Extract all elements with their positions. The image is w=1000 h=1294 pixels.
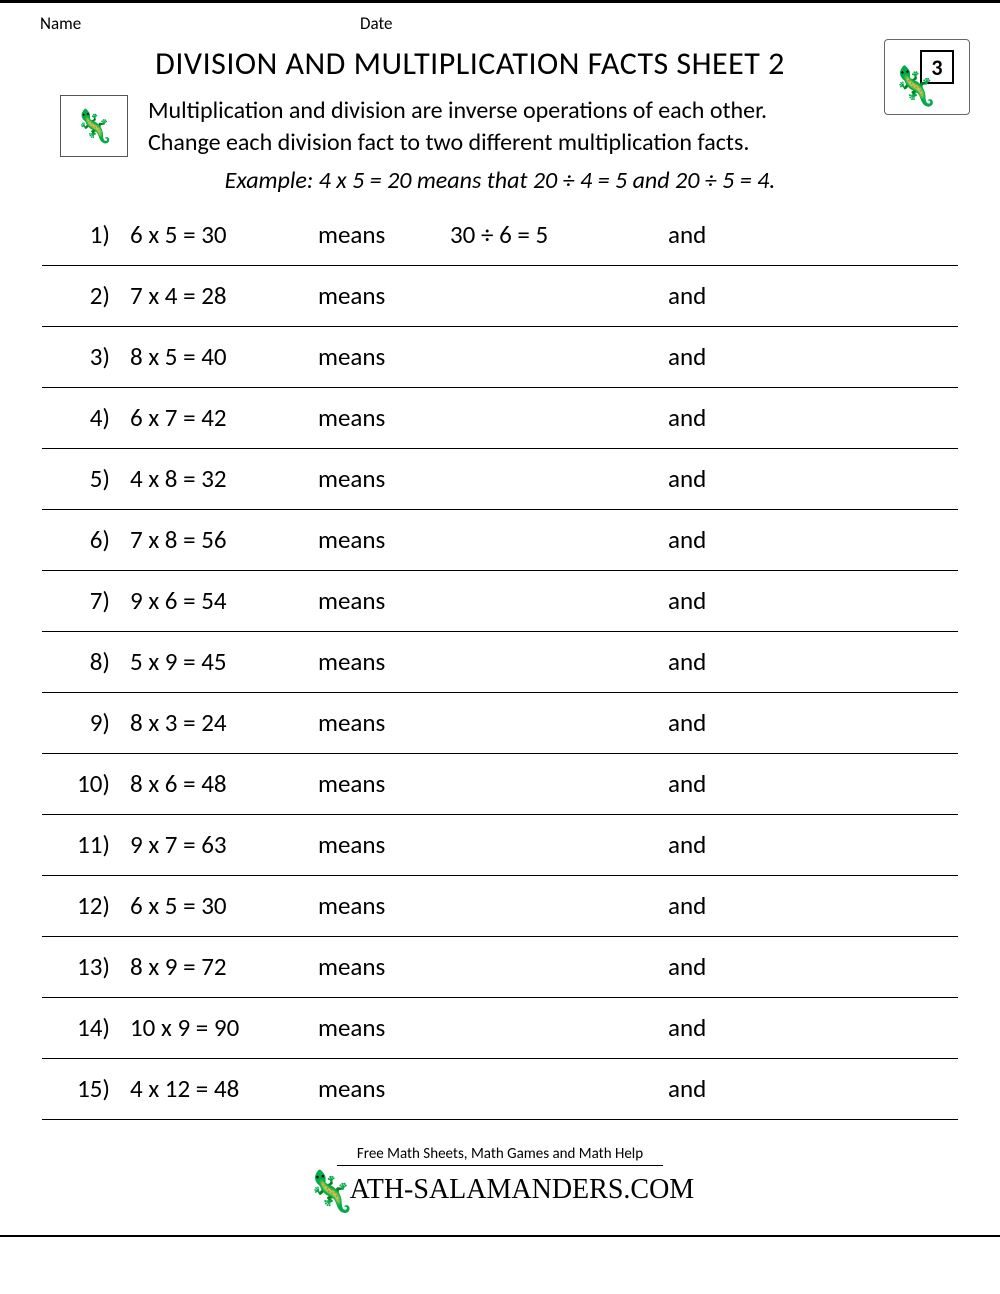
and-label: and	[668, 402, 758, 433]
problem-equation: 6 x 7 = 42	[118, 402, 318, 433]
and-label: and	[668, 1073, 758, 1104]
problem-row: 4)6 x 7 = 42means and	[42, 388, 958, 449]
problem-equation: 4 x 12 = 48	[118, 1073, 318, 1104]
problem-equation: 8 x 5 = 40	[118, 341, 318, 372]
problem-equation: 4 x 8 = 32	[118, 463, 318, 494]
means-label: means	[318, 707, 438, 738]
problem-row: 10)8 x 6 = 48means and	[42, 754, 958, 815]
problem-number: 12)	[42, 890, 118, 921]
means-label: means	[318, 1073, 438, 1104]
grade-logo: 🦎 3	[884, 39, 970, 115]
problem-row: 12)6 x 5 = 30means and	[42, 876, 958, 937]
problem-equation: 9 x 7 = 63	[118, 829, 318, 860]
problem-equation: 10 x 9 = 90	[118, 1012, 318, 1043]
and-label: and	[668, 219, 758, 250]
problem-equation: 8 x 3 = 24	[118, 707, 318, 738]
and-label: and	[668, 463, 758, 494]
salamander-icon: 🦎	[891, 64, 938, 110]
means-label: means	[318, 768, 438, 799]
problem-number: 5)	[42, 463, 118, 494]
and-label: and	[668, 280, 758, 311]
and-label: and	[668, 768, 758, 799]
problem-number: 11)	[42, 829, 118, 860]
problem-number: 9)	[42, 707, 118, 738]
name-label: Name	[40, 13, 360, 34]
instructions-block: 🦎 Multiplication and division are invers…	[0, 89, 1000, 164]
problem-equation: 7 x 8 = 56	[118, 524, 318, 555]
and-label: and	[668, 1012, 758, 1043]
problem-number: 4)	[42, 402, 118, 433]
and-label: and	[668, 341, 758, 372]
footer-brand: 🦎ATH-SALAMANDERS.COM	[0, 1166, 1000, 1215]
means-label: means	[318, 951, 438, 982]
problem-row: 9)8 x 3 = 24means and	[42, 693, 958, 754]
problem-equation: 6 x 5 = 30	[118, 890, 318, 921]
means-label: means	[318, 463, 438, 494]
problem-row: 1)6 x 5 = 30means30 ÷ 6 = 5and	[42, 205, 958, 266]
worksheet-title: DIVISION AND MULTIPLICATION FACTS SHEET …	[0, 34, 1000, 89]
problem-number: 10)	[42, 768, 118, 799]
example-text: Example: 4 x 5 = 20 means that 20 ÷ 4 = …	[0, 164, 1000, 205]
means-label: means	[318, 829, 438, 860]
problem-number: 15)	[42, 1073, 118, 1104]
problem-number: 6)	[42, 524, 118, 555]
means-label: means	[318, 585, 438, 616]
problem-row: 8)5 x 9 = 45means and	[42, 632, 958, 693]
problem-row: 15)4 x 12 = 48means and	[42, 1059, 958, 1120]
header-labels: Name Date	[0, 5, 1000, 34]
mascot-icon: 🦎	[60, 95, 128, 157]
footer-tagline: Free Math Sheets, Math Games and Math He…	[337, 1145, 663, 1166]
means-label: means	[318, 219, 438, 250]
problem-equation: 7 x 4 = 28	[118, 280, 318, 311]
problem-number: 1)	[42, 219, 118, 250]
problem-equation: 6 x 5 = 30	[118, 219, 318, 250]
instruction-text: Multiplication and division are inverse …	[148, 95, 767, 160]
means-label: means	[318, 341, 438, 372]
problem-number: 8)	[42, 646, 118, 677]
problem-row: 7)9 x 6 = 54means and	[42, 571, 958, 632]
answer-blank-1: 30 ÷ 6 = 5	[438, 219, 668, 250]
problem-row: 11)9 x 7 = 63means and	[42, 815, 958, 876]
problem-row: 5)4 x 8 = 32means and	[42, 449, 958, 510]
and-label: and	[668, 829, 758, 860]
brand-text: ATH-SALAMANDERS.COM	[350, 1174, 695, 1205]
problem-row: 13)8 x 9 = 72means and	[42, 937, 958, 998]
footer: Free Math Sheets, Math Games and Math He…	[0, 1120, 1000, 1235]
problem-row: 2)7 x 4 = 28means and	[42, 266, 958, 327]
instruction-line-1: Multiplication and division are inverse …	[148, 96, 767, 125]
means-label: means	[318, 646, 438, 677]
problem-number: 14)	[42, 1012, 118, 1043]
problem-equation: 8 x 9 = 72	[118, 951, 318, 982]
problem-row: 3)8 x 5 = 40means and	[42, 327, 958, 388]
and-label: and	[668, 951, 758, 982]
means-label: means	[318, 524, 438, 555]
instruction-line-2: Change each division fact to two differe…	[148, 128, 749, 157]
means-label: means	[318, 1012, 438, 1043]
and-label: and	[668, 707, 758, 738]
and-label: and	[668, 646, 758, 677]
problem-row: 14)10 x 9 = 90means and	[42, 998, 958, 1059]
means-label: means	[318, 280, 438, 311]
problem-number: 7)	[42, 585, 118, 616]
problem-equation: 9 x 6 = 54	[118, 585, 318, 616]
problem-number: 3)	[42, 341, 118, 372]
problems-table: 1)6 x 5 = 30means30 ÷ 6 = 5and2)7 x 4 = …	[0, 205, 1000, 1120]
date-label: Date	[360, 13, 392, 34]
and-label: and	[668, 585, 758, 616]
problem-number: 13)	[42, 951, 118, 982]
problem-equation: 8 x 6 = 48	[118, 768, 318, 799]
worksheet-page: Name Date 🦎 3 DIVISION AND MULTIPLICATIO…	[0, 0, 1000, 1237]
means-label: means	[318, 402, 438, 433]
and-label: and	[668, 524, 758, 555]
problem-row: 6)7 x 8 = 56means and	[42, 510, 958, 571]
salamander-footer-icon: 🦎	[306, 1168, 356, 1215]
and-label: and	[668, 890, 758, 921]
problem-equation: 5 x 9 = 45	[118, 646, 318, 677]
problem-number: 2)	[42, 280, 118, 311]
means-label: means	[318, 890, 438, 921]
